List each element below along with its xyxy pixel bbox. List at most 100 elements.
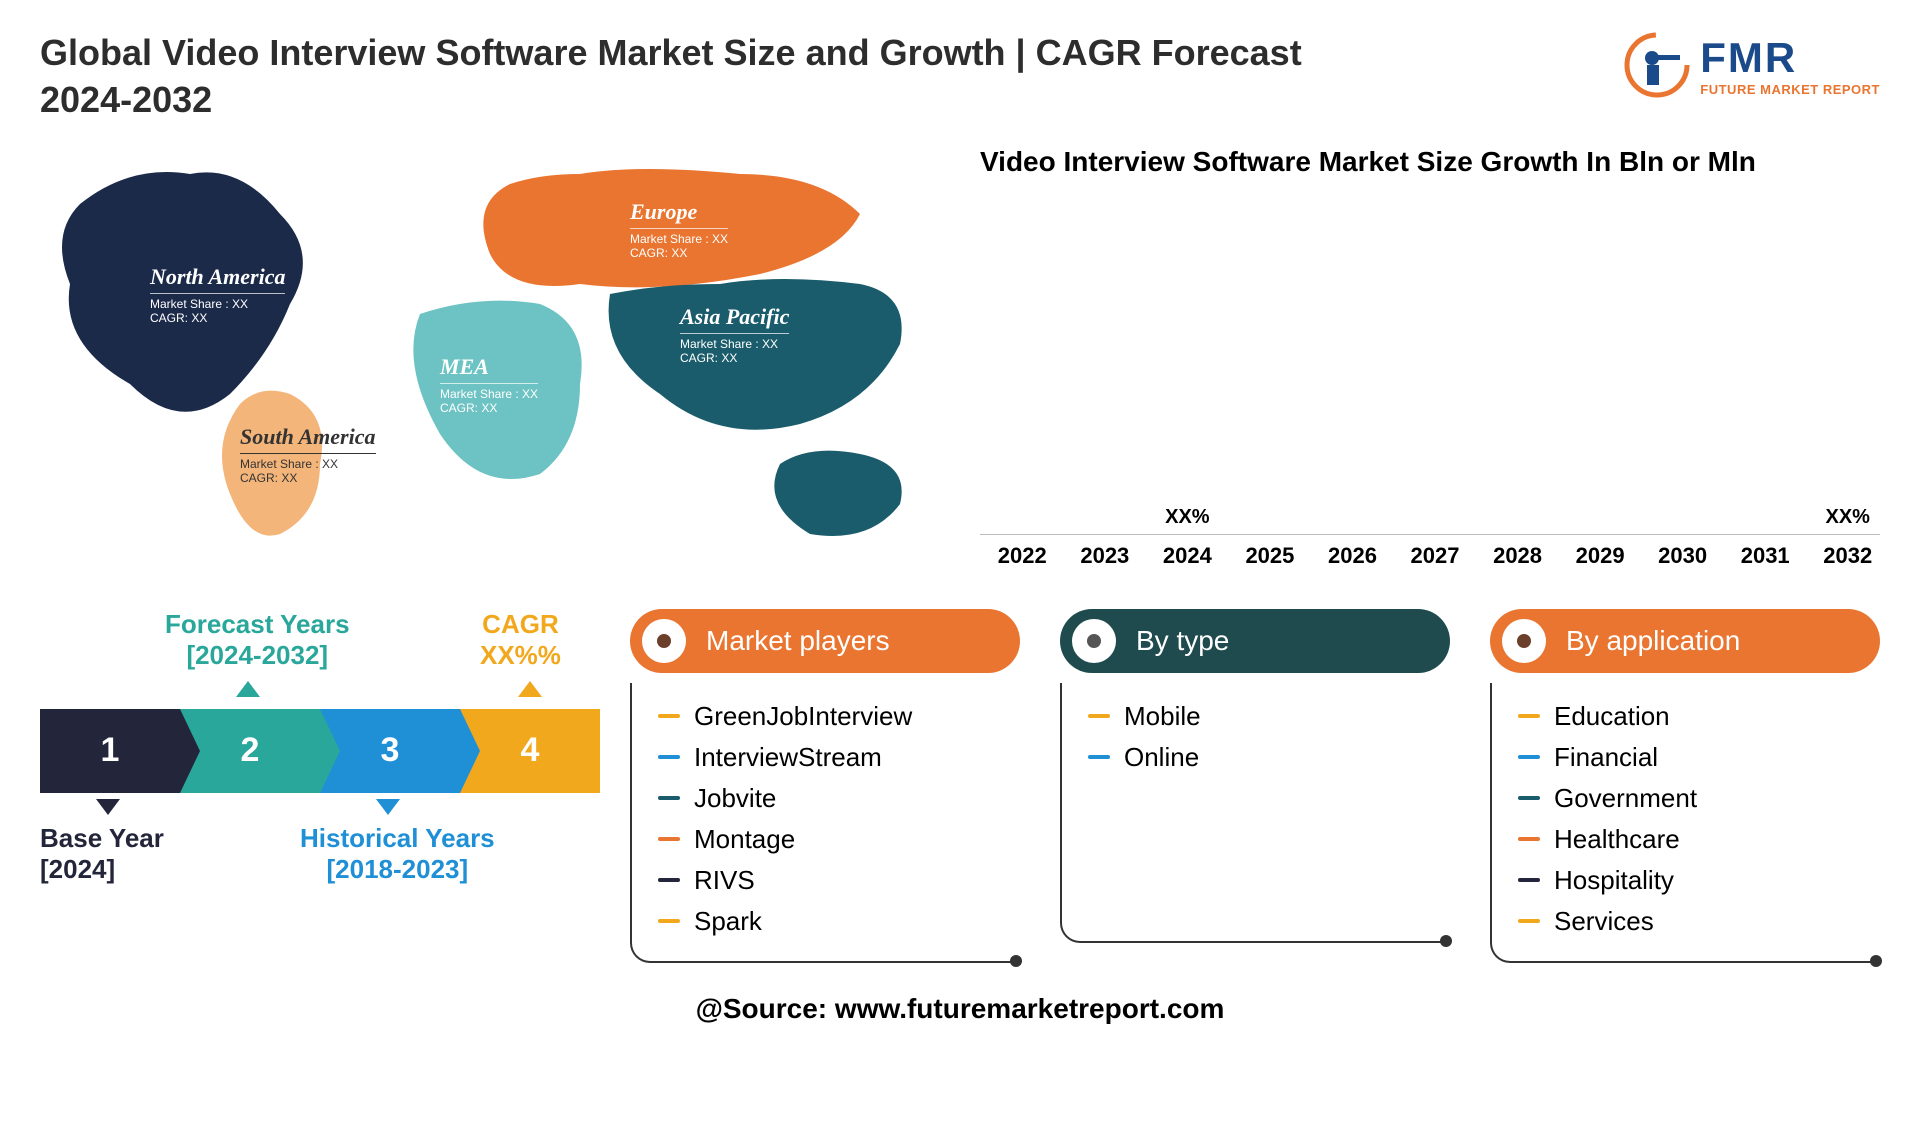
chart-bar-annotation: XX%	[1165, 506, 1209, 529]
logo-text-sub: FUTURE MARKET REPORT	[1700, 82, 1880, 97]
chart-year-axis: 2022 2023 2024 2025 2026 2027 2028 2029 2030 2031…	[980, 543, 1880, 569]
category-item: Financial	[1518, 742, 1870, 773]
tick-icon	[658, 796, 680, 800]
tick-icon	[658, 755, 680, 759]
tick-icon	[658, 837, 680, 841]
source-attribution: @Source: www.futuremarketreport.com	[40, 993, 1880, 1025]
arrow-up-icon	[518, 681, 542, 697]
category-item-label: RIVS	[694, 865, 755, 896]
category-column: By type Mobile Online	[1060, 609, 1450, 963]
growth-chart: Video Interview Software Market Size Gro…	[980, 144, 1880, 569]
tick-icon	[658, 714, 680, 718]
category-item-label: Mobile	[1124, 701, 1201, 732]
category-item-label: Education	[1554, 701, 1670, 732]
category-item: InterviewStream	[658, 742, 1010, 773]
category-item: Education	[1518, 701, 1870, 732]
page-title: Global Video Interview Software Market S…	[40, 30, 1340, 124]
category-body: Mobile Online	[1060, 683, 1450, 943]
bullet-icon	[1072, 619, 1116, 663]
category-item-label: Healthcare	[1554, 824, 1680, 855]
category-item-label: GreenJobInterview	[694, 701, 912, 732]
map-label-sa: South America Market Share : XX CAGR: XX	[240, 424, 376, 485]
chart-year-label: 2027	[1403, 543, 1468, 569]
chart-year-label: 2032	[1815, 543, 1880, 569]
chart-year-label: 2022	[990, 543, 1055, 569]
category-body: Education Financial Government Healthcare Ho…	[1490, 683, 1880, 963]
header: Global Video Interview Software Market S…	[40, 30, 1880, 124]
category-column: By application Education Financial Governme…	[1490, 609, 1880, 963]
map-label-na: North America Market Share : XX CAGR: XX	[150, 264, 285, 325]
tick-icon	[658, 878, 680, 882]
upper-row: North America Market Share : XX CAGR: XX…	[40, 144, 1880, 569]
timeline-segment: 3	[320, 709, 460, 793]
category-item: Hospitality	[1518, 865, 1870, 896]
chart-year-label: 2029	[1568, 543, 1633, 569]
category-item: Online	[1088, 742, 1440, 773]
logo-icon	[1622, 30, 1692, 100]
map-label-eu: Europe Market Share : XX CAGR: XX	[630, 199, 728, 260]
category-item: Jobvite	[658, 783, 1010, 814]
timeline: Forecast Years [2024-2032] CAGR XX%% 123…	[40, 609, 600, 793]
category-header: By application	[1490, 609, 1880, 673]
tick-icon	[658, 919, 680, 923]
timeline-label-cagr: CAGR XX%%	[480, 609, 561, 671]
tick-icon	[1088, 755, 1110, 759]
chart-year-label: 2030	[1650, 543, 1715, 569]
category-item: GreenJobInterview	[658, 701, 1010, 732]
timeline-segment: 4	[460, 709, 600, 793]
chart-bars: XX% XX%	[980, 195, 1880, 535]
chart-year-label: 2024	[1155, 543, 1220, 569]
category-item-label: InterviewStream	[694, 742, 882, 773]
tick-icon	[1518, 796, 1540, 800]
timeline-label-hist: Historical Years [2018-2023]	[300, 823, 495, 885]
category-title: By application	[1566, 625, 1740, 657]
category-item: Healthcare	[1518, 824, 1870, 855]
arrow-up-icon	[236, 681, 260, 697]
chart-year-label: 2023	[1073, 543, 1138, 569]
category-item: Mobile	[1088, 701, 1440, 732]
chart-year-label: 2025	[1238, 543, 1303, 569]
category-item: Government	[1518, 783, 1870, 814]
tick-icon	[1088, 714, 1110, 718]
category-item: Services	[1518, 906, 1870, 937]
category-columns: Market players GreenJobInterview Interview…	[630, 609, 1880, 963]
category-header: By type	[1060, 609, 1450, 673]
tick-icon	[1518, 755, 1540, 759]
category-column: Market players GreenJobInterview Interview…	[630, 609, 1020, 963]
arrow-down-icon	[96, 799, 120, 815]
category-title: By type	[1136, 625, 1229, 657]
category-item: RIVS	[658, 865, 1010, 896]
chart-title: Video Interview Software Market Size Gro…	[980, 144, 1880, 180]
tick-icon	[1518, 878, 1540, 882]
chart-year-label: 2028	[1485, 543, 1550, 569]
category-title: Market players	[706, 625, 890, 657]
timeline-segment: 2	[180, 709, 320, 793]
category-body: GreenJobInterview InterviewStream Jobvite M…	[630, 683, 1020, 963]
chart-bar-annotation: XX%	[1826, 506, 1870, 529]
category-item-label: Spark	[694, 906, 762, 937]
timeline-bar: 1234	[40, 709, 600, 793]
region-australia	[774, 450, 901, 535]
category-item: Spark	[658, 906, 1010, 937]
category-item-label: Hospitality	[1554, 865, 1674, 896]
category-item-label: Montage	[694, 824, 795, 855]
chart-year-label: 2026	[1320, 543, 1385, 569]
category-header: Market players	[630, 609, 1020, 673]
chart-year-label: 2031	[1733, 543, 1798, 569]
category-item-label: Services	[1554, 906, 1654, 937]
tick-icon	[1518, 714, 1540, 718]
logo-text-main: FMR	[1700, 34, 1880, 82]
bullet-icon	[642, 619, 686, 663]
category-item-label: Government	[1554, 783, 1697, 814]
arrow-down-icon	[376, 799, 400, 815]
timeline-label-forecast: Forecast Years [2024-2032]	[165, 609, 350, 671]
category-item-label: Financial	[1554, 742, 1658, 773]
logo: FMR FUTURE MARKET REPORT	[1622, 30, 1880, 100]
tick-icon	[1518, 837, 1540, 841]
timeline-label-base: Base Year [2024]	[40, 823, 164, 885]
timeline-segment: 1	[40, 709, 180, 793]
category-item-label: Jobvite	[694, 783, 776, 814]
map-label-ap: Asia Pacific Market Share : XX CAGR: XX	[680, 304, 789, 365]
tick-icon	[1518, 919, 1540, 923]
category-item: Montage	[658, 824, 1010, 855]
